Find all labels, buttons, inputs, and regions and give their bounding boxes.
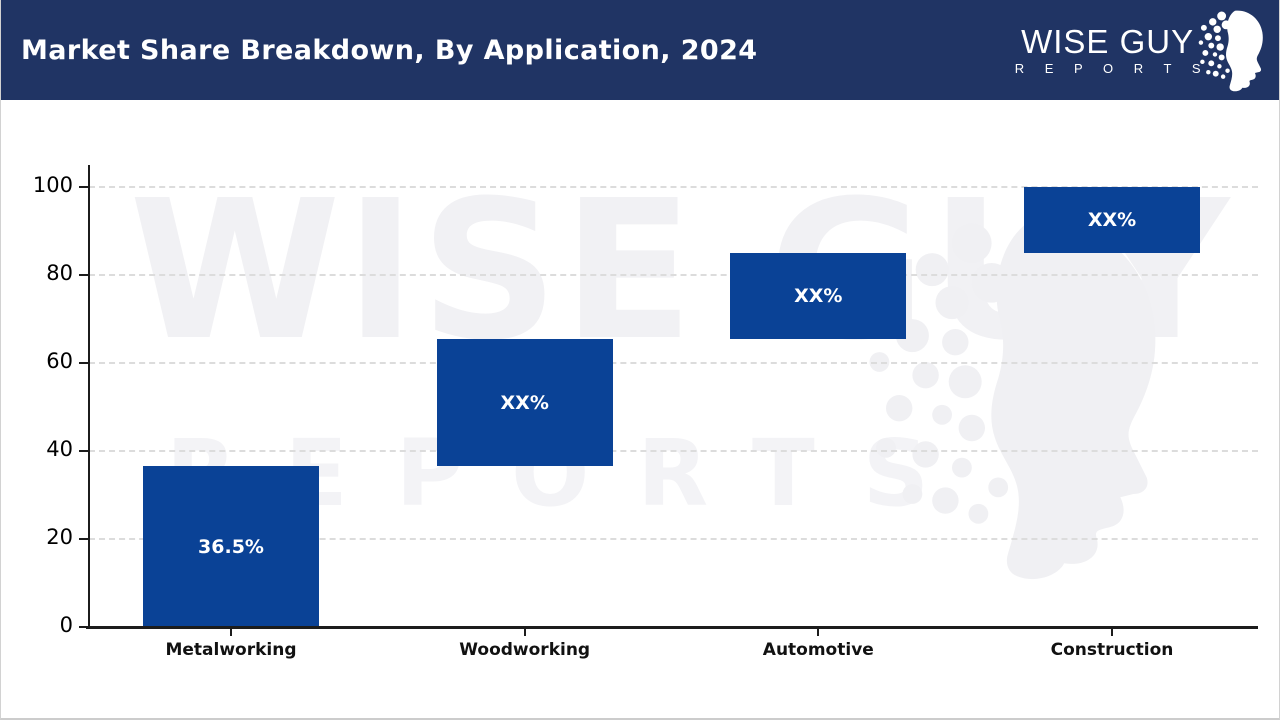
y-axis-tick	[79, 538, 89, 540]
y-tick-label: 60	[46, 349, 73, 373]
x-category-label-woodworking: Woodworking	[459, 640, 591, 660]
gridline	[89, 186, 1258, 188]
x-category-label-automotive: Automotive	[762, 640, 874, 660]
bar-metalworking: 36.5%	[143, 466, 319, 627]
y-axis-tick	[79, 362, 89, 364]
x-category-label-metalworking: Metalworking	[165, 640, 297, 660]
page-title: Market Share Breakdown, By Application, …	[21, 34, 758, 66]
x-axis	[86, 626, 1258, 629]
gridline	[89, 538, 1258, 540]
brand-logo: WISE GUY R E P O R T S	[1006, 0, 1279, 100]
bar-value-label: 36.5%	[198, 535, 264, 558]
y-tick-label: 80	[46, 261, 73, 285]
y-axis-tick	[79, 274, 89, 276]
brand-name: WISE GUY	[1021, 23, 1195, 60]
gridline	[89, 362, 1258, 364]
y-axis-tick	[79, 450, 89, 452]
bar-value-label: XX%	[794, 284, 843, 307]
dotted-face-icon	[1198, 10, 1263, 92]
gridline	[89, 450, 1258, 452]
gridline	[89, 274, 1258, 276]
brand-subtitle: R E P O R T S	[1014, 61, 1209, 76]
y-tick-label: 40	[46, 437, 73, 461]
header-bar: Market Share Breakdown, By Application, …	[1, 0, 1279, 100]
x-category-label-construction: Construction	[1050, 640, 1174, 660]
bar-construction: XX%	[1024, 187, 1200, 253]
y-tick-label: 20	[46, 525, 73, 549]
x-axis-tick	[523, 627, 526, 636]
chart-area: WISE GUY REPORTS 0 20 40 60 80 100 36.5% XX% XX%…	[1, 100, 1279, 718]
y-tick-label: 100	[32, 173, 73, 197]
x-axis-tick	[817, 627, 820, 636]
y-tick-label: 0	[59, 613, 73, 637]
x-axis-tick	[1111, 627, 1113, 636]
y-axis	[88, 165, 90, 629]
y-axis-tick	[79, 186, 89, 188]
bar-automotive: XX%	[730, 253, 907, 339]
bar-value-label: XX%	[1087, 209, 1137, 231]
brand-text: WISE GUY R E P O R T S	[1006, 23, 1209, 77]
x-axis-tick	[230, 627, 232, 636]
y-axis-tick	[79, 626, 89, 628]
bar-woodworking: XX%	[436, 338, 613, 467]
bar-value-label: XX%	[500, 391, 549, 414]
